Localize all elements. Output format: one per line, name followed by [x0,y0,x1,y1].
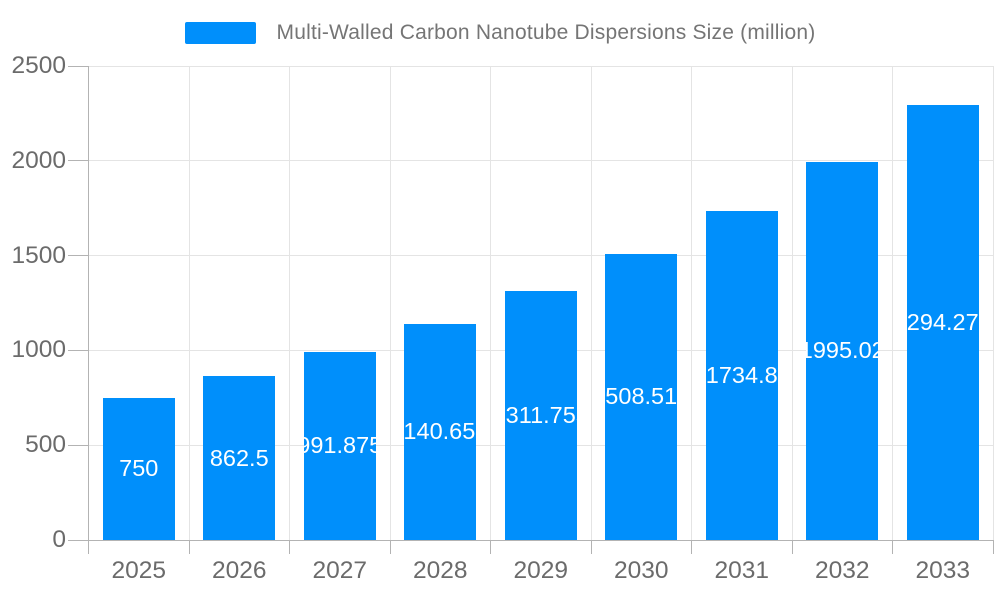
bar-value-label: 1734.8 [705,362,778,389]
y-tick-mark [68,255,89,257]
x-gridline [892,66,893,540]
y-tick-label: 1000 [11,336,66,364]
y-gridline [88,160,993,162]
x-tick-mark [892,540,893,554]
y-gridline [88,255,993,257]
x-tick-mark [490,540,491,554]
x-tick-label: 2031 [714,557,769,584]
y-tick-mark [68,160,89,162]
bar-value-label: 1311.755 [505,402,577,429]
legend-label: Multi-Walled Carbon Nanotube Dispersions… [276,21,816,44]
bar-value-label: 1508.518 [605,383,678,410]
x-tick-mark [88,540,89,554]
bar[interactable] [906,105,979,540]
y-tick-label: 2000 [11,146,66,174]
x-gridline [490,66,491,540]
x-tick-mark [188,540,190,554]
x-gridline [389,66,391,540]
bar-value-label: 991.875 [303,432,376,459]
x-tick-mark [389,540,391,554]
x-axis-line [88,539,993,541]
x-tick-label: 2027 [312,557,367,584]
y-tick-label: 2500 [11,52,66,79]
x-tick-label: 2029 [513,557,568,584]
x-tick-mark [791,540,793,554]
x-tick-label: 2025 [111,557,166,584]
x-tick-mark [590,540,592,554]
x-tick-label: 2028 [412,557,468,584]
bar[interactable] [605,253,678,540]
x-gridline [691,66,692,540]
bar[interactable] [705,211,778,540]
legend-item[interactable]: Multi-Walled Carbon Nanotube Dispersions… [0,18,1000,48]
bar[interactable] [504,291,577,540]
x-tick-mark [691,540,692,554]
bar-value-label: 750 [119,455,159,482]
bar[interactable] [102,397,175,540]
y-tick-mark [68,444,89,446]
y-gridline [88,65,993,67]
x-gridline [992,66,994,540]
x-gridline [289,66,290,540]
legend-swatch-icon [184,22,256,44]
bar-value-label: 1140.656 [404,418,476,445]
bar[interactable] [806,161,879,540]
bar[interactable] [404,323,477,540]
x-tick-mark [289,540,290,554]
y-axis-line [88,66,89,540]
x-tick-mark [992,540,994,554]
x-tick-label: 2026 [211,557,267,584]
x-tick-label: 2032 [814,557,870,584]
bar[interactable] [303,351,376,540]
y-tick-mark [68,539,89,541]
y-tick-mark [68,65,89,67]
x-gridline [791,66,793,540]
y-tick-label: 0 [52,526,66,553]
x-tick-label: 2030 [613,557,669,584]
x-tick-label: 2033 [915,557,970,584]
bar[interactable] [203,376,276,540]
y-tick-label: 1500 [11,241,66,269]
x-gridline [188,66,190,540]
bar-value-label: 862.5 [209,444,269,471]
y-tick-mark [68,349,89,351]
bar-value-label: 1995.02 [806,337,879,364]
y-tick-label: 500 [25,431,66,459]
x-gridline [590,66,592,540]
